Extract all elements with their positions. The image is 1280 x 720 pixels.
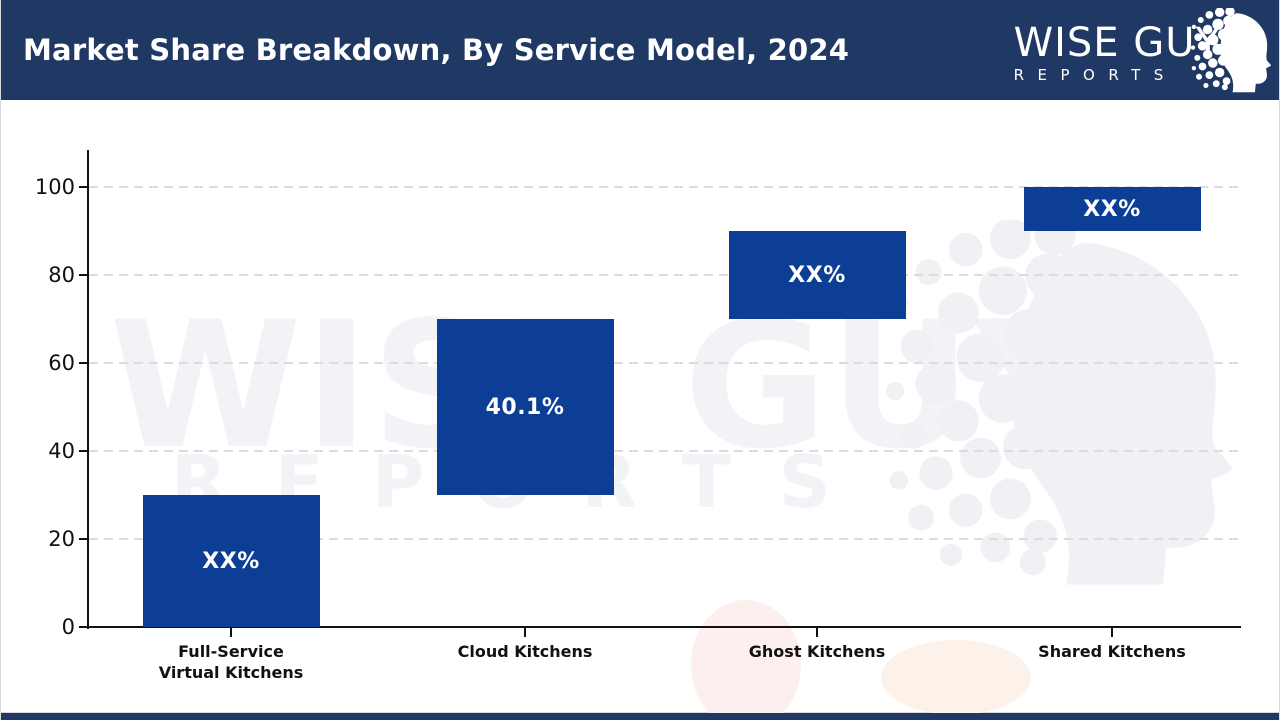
x-tick-0	[230, 628, 232, 637]
y-tick-100	[79, 186, 89, 188]
gridline-100	[89, 186, 1241, 188]
bar-full-service-virtual-kitchens: XX%	[142, 495, 320, 627]
gridline-20	[89, 538, 1241, 540]
y-tick-label-40: 40	[48, 439, 75, 463]
logo-reports-text: REPORTS	[1013, 66, 1177, 84]
y-tick-label-60: 60	[48, 351, 75, 375]
x-category-label: Cloud Kitchens	[405, 641, 645, 662]
y-tick-20	[79, 538, 89, 540]
y-tick-label-0: 0	[61, 615, 75, 639]
bar-value-label: XX%	[202, 548, 260, 574]
bar-value-label: XX%	[788, 262, 846, 288]
gridline-40	[89, 450, 1241, 452]
x-category-label-line: Ghost Kitchens	[748, 642, 886, 661]
x-category-label-line: Virtual Kitchens	[158, 663, 304, 682]
bar-value-label: 40.1%	[485, 394, 565, 420]
gridline-80	[89, 274, 1241, 276]
x-tick-1	[524, 628, 526, 637]
bar-cloud-kitchens: 40.1%	[436, 319, 614, 495]
x-tick-2	[816, 628, 818, 637]
logo-text: WISE GUY REPORTS	[1014, 22, 1221, 84]
y-tick-0	[79, 626, 89, 628]
x-category-label: Shared Kitchens	[992, 641, 1232, 662]
y-axis-spine	[87, 150, 89, 629]
y-tick-label-100: 100	[34, 175, 75, 199]
x-category-label-line: Cloud Kitchens	[457, 642, 593, 661]
x-axis-spine	[87, 626, 1241, 628]
watermark-blob	[691, 600, 801, 720]
bar-ghost-kitchens: XX%	[728, 231, 906, 319]
gridline-60	[89, 362, 1241, 364]
page-title: Market Share Breakdown, By Service Model…	[23, 33, 850, 67]
y-tick-40	[79, 450, 89, 452]
watermark-blob	[881, 640, 1031, 715]
x-category-label-line: Full-Service	[178, 642, 284, 661]
bar-value-label: XX%	[1083, 196, 1141, 222]
y-tick-60	[79, 362, 89, 364]
y-tick-label-20: 20	[48, 527, 75, 551]
x-category-label-line: Shared Kitchens	[1038, 642, 1186, 661]
logo-wiseguy-text: WISE GUY	[1013, 20, 1221, 66]
bar-shared-kitchens: XX%	[1023, 187, 1201, 231]
footer-bar	[1, 713, 1279, 720]
y-tick-label-80: 80	[48, 263, 75, 287]
header-bar: Market Share Breakdown, By Service Model…	[1, 0, 1279, 100]
x-category-label: Ghost Kitchens	[697, 641, 937, 662]
x-category-label: Full-Service Virtual Kitchens	[111, 641, 351, 683]
y-tick-80	[79, 274, 89, 276]
chart-area: WISE GUY REPORTS 020406080100XX%40.1%XX%…	[1, 100, 1279, 720]
x-tick-3	[1111, 628, 1113, 637]
wise-guy-reports-logo: WISE GUY REPORTS	[1005, 6, 1273, 94]
